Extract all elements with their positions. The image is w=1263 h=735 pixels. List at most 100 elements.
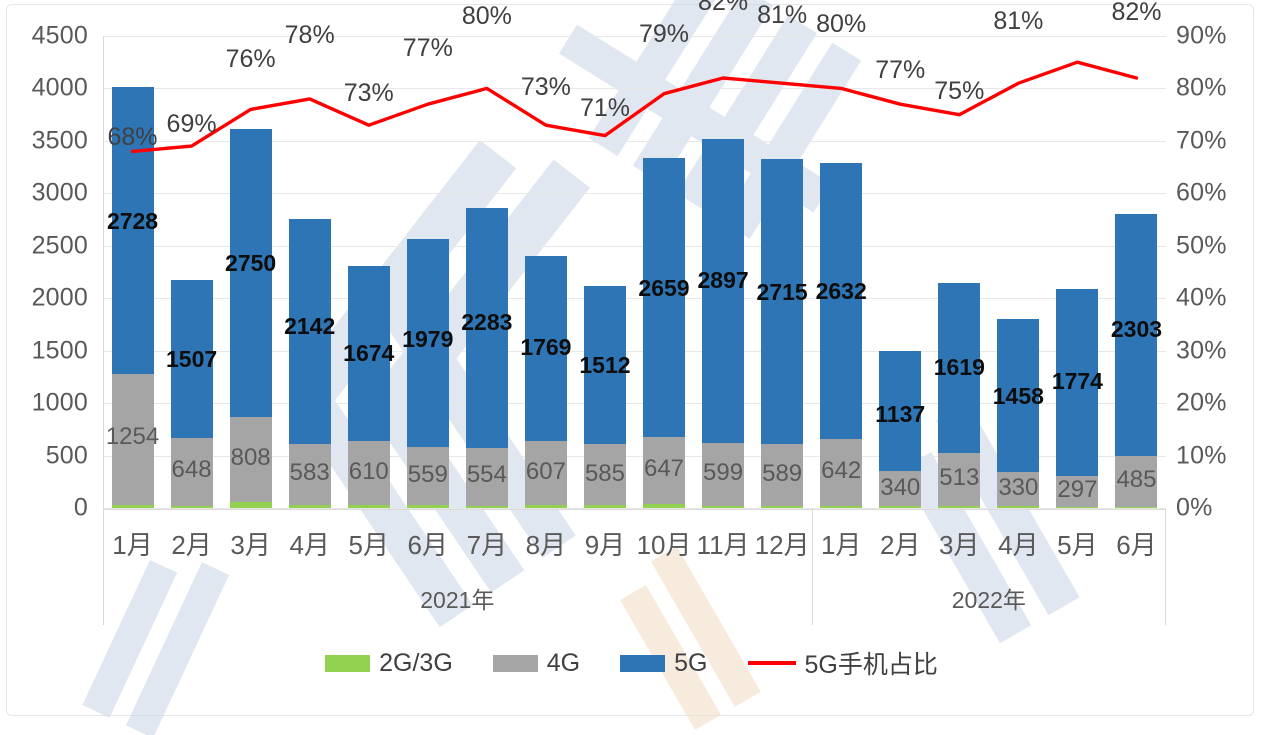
month-label: 3月: [230, 530, 271, 560]
data-label-4g: 589: [762, 459, 803, 487]
y-axis-left-tick: 500: [45, 441, 88, 470]
bar-segment-4g[interactable]: [170, 437, 213, 506]
month-label: 5月: [348, 530, 389, 560]
data-label-5g-share: 77%: [875, 56, 926, 85]
month-label: 9月: [584, 530, 626, 560]
gridline: [103, 298, 1166, 300]
month-label: 8月: [525, 530, 567, 560]
month-label: 7月: [466, 530, 508, 560]
bar-segment-4g[interactable]: [820, 438, 863, 506]
legend-item[interactable]: 5G手机占比: [747, 645, 938, 681]
data-label-4g: 808: [230, 444, 271, 472]
data-label-5g: 1774: [1051, 367, 1103, 394]
legend-label: 2G/3G: [379, 648, 453, 677]
data-label-4g: 647: [643, 455, 685, 483]
y-axis-left-tick: 3500: [31, 126, 88, 155]
bar-segment-4g[interactable]: [111, 373, 154, 506]
data-label-5g-share: 80%: [461, 2, 512, 31]
gridline: [103, 403, 1166, 405]
data-label-5g-share: 75%: [934, 76, 985, 105]
y-axis-left-line: [103, 36, 104, 508]
bar-segment-5g[interactable]: [111, 87, 154, 374]
data-label-5g: 2303: [1110, 315, 1163, 342]
category-axis-band: 1月 2月 3月 4月 5月 6月 7月 8月 9月 10月 11月 12月 1月 2月 3月 4月 5月 6月 …: [103, 509, 1166, 625]
plot-area: 1254 2728 648 1507 808 2750 583 2142 610 1674 559 1…: [103, 0, 1166, 509]
data-label-5g-share: 82%: [1111, 0, 1162, 26]
month-label: 11月: [696, 530, 750, 560]
y-axis-left-tick: 0: [73, 493, 88, 522]
data-label-5g: 2632: [815, 278, 867, 305]
y-axis-right-tick: 70%: [1176, 126, 1227, 155]
legend-item[interactable]: 4G: [492, 649, 580, 678]
data-label-5g-share: 77%: [402, 34, 453, 63]
data-label-5g-share: 69%: [166, 110, 217, 139]
month-label: 6月: [1116, 530, 1157, 560]
month-label: 4月: [998, 530, 1039, 560]
bar-segment-2g3g[interactable]: [643, 504, 686, 508]
data-label-5g: 2659: [638, 274, 690, 301]
y-axis-right-tick: 80%: [1176, 73, 1227, 102]
bar-segment-2g3g[interactable]: [820, 505, 863, 508]
bar-segment-4g[interactable]: [1115, 455, 1158, 507]
data-label-5g-share: 81%: [757, 1, 808, 30]
bar-segment-5g[interactable]: [879, 351, 922, 471]
legend-item[interactable]: 2G/3G: [325, 649, 453, 678]
bar-segment-2g3g[interactable]: [761, 505, 804, 508]
y-axis-left-tick: 2500: [31, 231, 88, 260]
legend-item[interactable]: 5G: [620, 649, 708, 678]
legend-color-swatch: [325, 654, 371, 672]
bar-segment-5g[interactable]: [583, 285, 626, 445]
legend-color-swatch: [492, 654, 538, 672]
bar-segment-4g[interactable]: [702, 443, 745, 506]
y-axis-right-tick: 10%: [1176, 441, 1227, 470]
month-label: 1月: [820, 530, 862, 560]
bar-segment-4g[interactable]: [761, 444, 804, 506]
y-axis-left-tick: 4000: [31, 73, 88, 102]
y-axis-right-tick: 0%: [1176, 493, 1213, 522]
gridline: [103, 455, 1166, 457]
bar-column[interactable]: [583, 285, 626, 508]
legend-line-swatch: [747, 661, 796, 665]
bar-segment-4g[interactable]: [229, 417, 272, 503]
y-axis-right-tick: 40%: [1176, 283, 1227, 312]
data-label-5g-share: 78%: [284, 20, 335, 49]
month-label: 3月: [939, 530, 980, 560]
bar-segment-2g3g[interactable]: [1115, 506, 1158, 508]
bar-segment-5g[interactable]: [229, 129, 272, 418]
bar-segment-2g3g[interactable]: [702, 505, 745, 508]
legend-label: 5G手机占比: [804, 651, 938, 679]
bar-segment-2g3g[interactable]: [170, 505, 213, 508]
month-label: 2月: [880, 530, 921, 560]
bar-segment-2g3g[interactable]: [583, 505, 626, 508]
y-axis-left-tick: 1500: [31, 336, 88, 365]
bar-segment-2g3g[interactable]: [229, 502, 272, 508]
data-label-5g: 1619: [933, 354, 985, 381]
bar-segment-4g[interactable]: [583, 444, 626, 506]
bar-segment-5g[interactable]: [1115, 214, 1158, 456]
gridline: [103, 245, 1166, 247]
bar-column[interactable]: [1115, 214, 1158, 508]
y-axis-right-tick: 50%: [1176, 231, 1227, 260]
month-label: 10月: [636, 530, 692, 560]
data-label-5g-share: 71%: [579, 93, 630, 122]
bar-segment-2g3g[interactable]: [111, 505, 154, 508]
data-label-5g-share: 80%: [816, 10, 867, 39]
bar-column[interactable]: [170, 279, 213, 508]
bar-segment-5g[interactable]: [170, 279, 213, 438]
y-axis-left-tick: 4500: [31, 21, 88, 50]
group-divider: [811, 509, 813, 625]
month-label: 6月: [407, 530, 449, 560]
bar-column[interactable]: [229, 129, 272, 508]
data-label-5g-share: 81%: [993, 7, 1044, 36]
data-label-4g: 648: [171, 456, 212, 484]
bar-segment-4g[interactable]: [643, 436, 686, 505]
month-label: 12月: [754, 530, 810, 560]
data-label-5g-share: 82%: [698, 0, 749, 16]
month-label: 5月: [1057, 530, 1098, 560]
data-label-5g: 2897: [697, 266, 749, 293]
data-label-5g-share: 68%: [107, 123, 158, 152]
month-label: 2月: [171, 530, 212, 560]
data-label-4g: 1254: [105, 422, 160, 450]
y-axis-right-tick: 90%: [1176, 21, 1227, 50]
bar-column[interactable]: [111, 87, 154, 508]
